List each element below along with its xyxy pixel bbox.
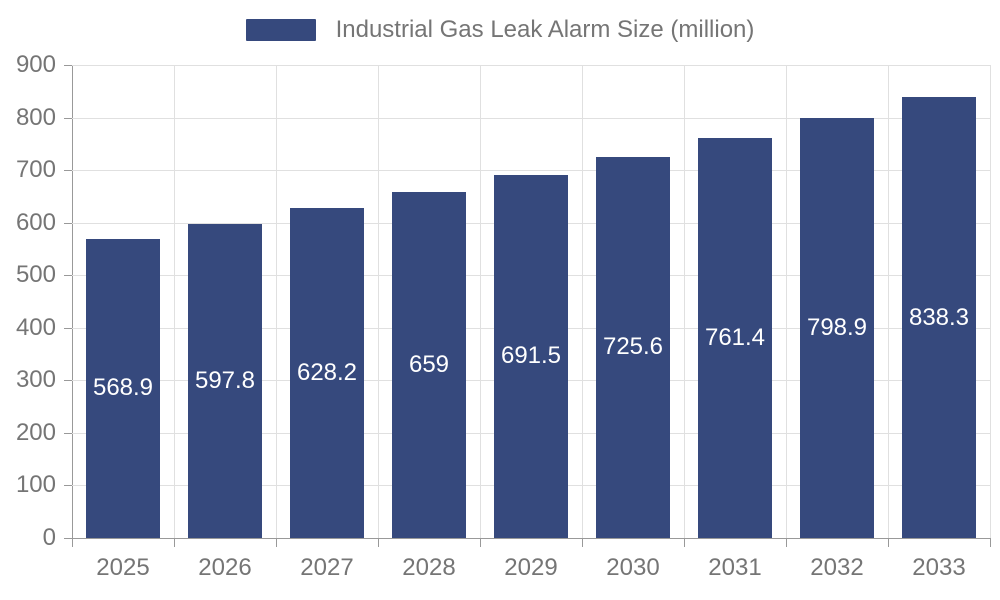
y-axis-tick — [64, 485, 72, 487]
y-axis-tick — [64, 117, 72, 119]
y-axis-tick — [64, 275, 72, 277]
x-tick-label: 2032 — [810, 554, 864, 581]
bar[interactable]: 568.9 — [86, 239, 160, 538]
bar[interactable]: 628.2 — [290, 207, 364, 538]
x-axis-tick — [684, 539, 685, 547]
y-axis-tick — [64, 432, 72, 434]
x-axis-tick — [378, 539, 379, 547]
bar-value-label: 659 — [408, 350, 450, 378]
legend-swatch — [245, 19, 316, 41]
x-tick-label: 2030 — [606, 554, 660, 581]
y-axis-tick — [64, 380, 72, 382]
legend-label: Industrial Gas Leak Alarm Size (million) — [335, 16, 755, 43]
y-tick-label: 400 — [15, 313, 56, 341]
y-axis-tick — [64, 65, 72, 66]
x-axis-tick — [480, 539, 481, 547]
h-gridline — [72, 65, 990, 66]
bar-value-label: 838.3 — [908, 303, 970, 331]
v-gridline — [378, 65, 379, 538]
bar-value-label: 761.4 — [704, 323, 766, 351]
bar[interactable]: 725.6 — [596, 156, 670, 538]
y-axis-tick — [64, 170, 72, 172]
x-axis-tick — [582, 539, 583, 547]
y-tick-label: 600 — [15, 208, 56, 236]
y-tick-label: 100 — [15, 471, 56, 499]
x-tick-label: 2033 — [912, 554, 966, 581]
y-axis-line — [72, 65, 73, 538]
y-tick-label: 900 — [15, 51, 56, 78]
h-gridline — [72, 170, 990, 172]
bar-value-label: 691.5 — [500, 342, 562, 370]
v-gridline — [786, 65, 787, 538]
y-tick-label: 200 — [15, 418, 56, 446]
y-axis-tick — [64, 538, 72, 539]
x-axis-tick — [276, 539, 277, 547]
x-tick-label: 2031 — [708, 554, 762, 581]
bar[interactable]: 798.9 — [800, 118, 874, 538]
x-tick-label: 2027 — [300, 554, 354, 581]
bar-value-label: 725.6 — [602, 333, 664, 361]
bar[interactable]: 838.3 — [902, 97, 976, 538]
x-tick-label: 2026 — [198, 554, 252, 581]
v-gridline — [684, 65, 685, 538]
y-tick-label: 0 — [42, 524, 56, 551]
v-gridline — [888, 65, 889, 538]
y-axis-tick — [64, 327, 72, 329]
x-axis-tick — [174, 539, 175, 547]
x-axis-line — [72, 538, 991, 539]
bar-value-label: 597.8 — [194, 366, 256, 394]
bar-value-label: 568.9 — [92, 374, 154, 402]
v-gridline — [174, 65, 175, 538]
x-axis-tick — [786, 539, 787, 547]
x-tick-label: 2028 — [402, 554, 456, 581]
bar-value-label: 798.9 — [806, 314, 868, 342]
y-tick-label: 300 — [15, 366, 56, 394]
bar[interactable]: 597.8 — [188, 223, 262, 538]
y-tick-label: 500 — [15, 261, 56, 289]
y-axis-tick — [64, 222, 72, 224]
x-axis-tick — [72, 539, 73, 547]
v-gridline — [480, 65, 481, 538]
v-gridline — [582, 65, 583, 538]
legend-item[interactable]: Industrial Gas Leak Alarm Size (million) — [0, 15, 1000, 45]
x-axis-tick — [888, 539, 889, 547]
y-tick-label: 800 — [15, 103, 56, 131]
bar[interactable]: 761.4 — [698, 137, 772, 538]
x-tick-label: 2025 — [96, 554, 150, 581]
x-axis-tick — [990, 539, 991, 547]
y-tick-label: 700 — [15, 156, 56, 184]
h-gridline — [72, 117, 990, 119]
bar[interactable]: 659 — [392, 191, 466, 538]
v-gridline — [276, 65, 277, 538]
bar[interactable]: 691.5 — [494, 174, 568, 538]
v-gridline — [990, 65, 991, 538]
x-tick-label: 2029 — [504, 554, 558, 581]
bar-value-label: 628.2 — [296, 358, 358, 386]
